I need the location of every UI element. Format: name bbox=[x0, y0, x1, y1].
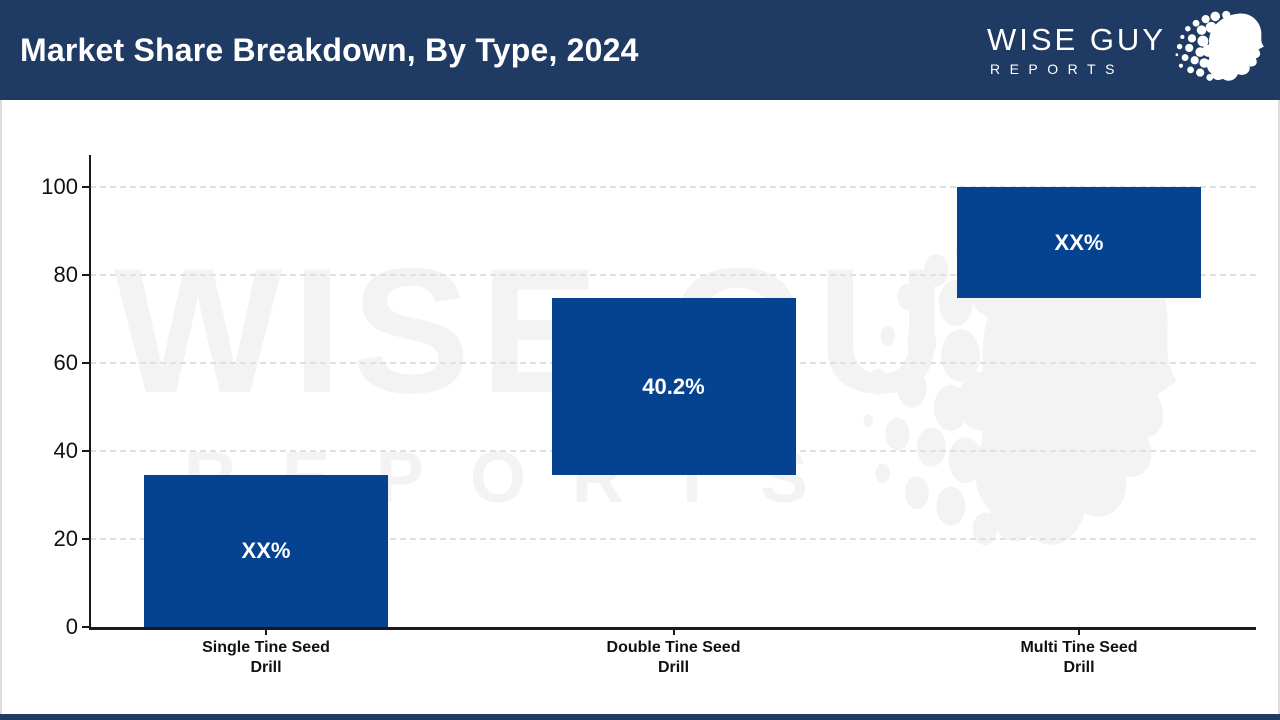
x-category-label-3: Multi Tine Seed Drill bbox=[1020, 639, 1138, 676]
plot-area: 0 20 40 60 80 100 XX% Single Tine Seed Drill 40.2… bbox=[2, 100, 1278, 714]
y-tick-label-40: 40 bbox=[53, 438, 78, 463]
gridline-100 bbox=[90, 186, 1256, 188]
x-tick-1 bbox=[265, 627, 267, 635]
logo-wordmark: WISE GUY bbox=[986, 22, 1166, 57]
gridline-20 bbox=[90, 538, 1256, 540]
footer-bar bbox=[0, 714, 1280, 720]
y-tick-40 bbox=[82, 450, 89, 452]
x-category-label-2: Double Tine Seed Drill bbox=[606, 639, 741, 676]
y-tick-60 bbox=[82, 362, 89, 364]
x-axis-line bbox=[89, 627, 1256, 630]
page-title: Market Share Breakdown, By Type, 2024 bbox=[20, 31, 639, 68]
chart-card: WISE GUY REPORTS 0 20 40 60 80 100 XX% Single T… bbox=[0, 100, 1280, 714]
y-tick-label-100: 100 bbox=[41, 174, 78, 199]
bar-value-label-2: 40.2% bbox=[642, 373, 705, 399]
bar-segment-3 bbox=[957, 187, 1201, 299]
gridline-80 bbox=[90, 274, 1256, 276]
x-category-label-1: Single Tine Seed Drill bbox=[202, 639, 330, 676]
y-tick-label-80: 80 bbox=[53, 262, 78, 287]
header-banner: Market Share Breakdown, By Type, 2024 WI… bbox=[0, 0, 1280, 100]
bar-segment-2 bbox=[551, 298, 796, 476]
bar-value-label-3: XX% bbox=[1054, 229, 1104, 255]
y-tick-label-60: 60 bbox=[53, 350, 78, 375]
y-tick-0 bbox=[82, 626, 89, 628]
logo-subtitle: REPORTS bbox=[989, 61, 1124, 77]
y-axis-line bbox=[89, 155, 91, 630]
y-tick-20 bbox=[82, 538, 89, 540]
x-tick-3 bbox=[1078, 627, 1080, 635]
y-tick-80 bbox=[82, 274, 89, 276]
bar-segment-1 bbox=[144, 475, 388, 627]
y-tick-label-0: 0 bbox=[65, 614, 78, 639]
head-profile-dots-icon bbox=[1175, 10, 1264, 81]
brand-logo: WISE GUY REPORTS bbox=[987, 10, 1266, 90]
y-tick-100 bbox=[82, 186, 89, 188]
x-tick-2 bbox=[672, 627, 675, 635]
y-tick-label-20: 20 bbox=[53, 526, 78, 551]
bar-value-label-1: XX% bbox=[241, 538, 291, 564]
